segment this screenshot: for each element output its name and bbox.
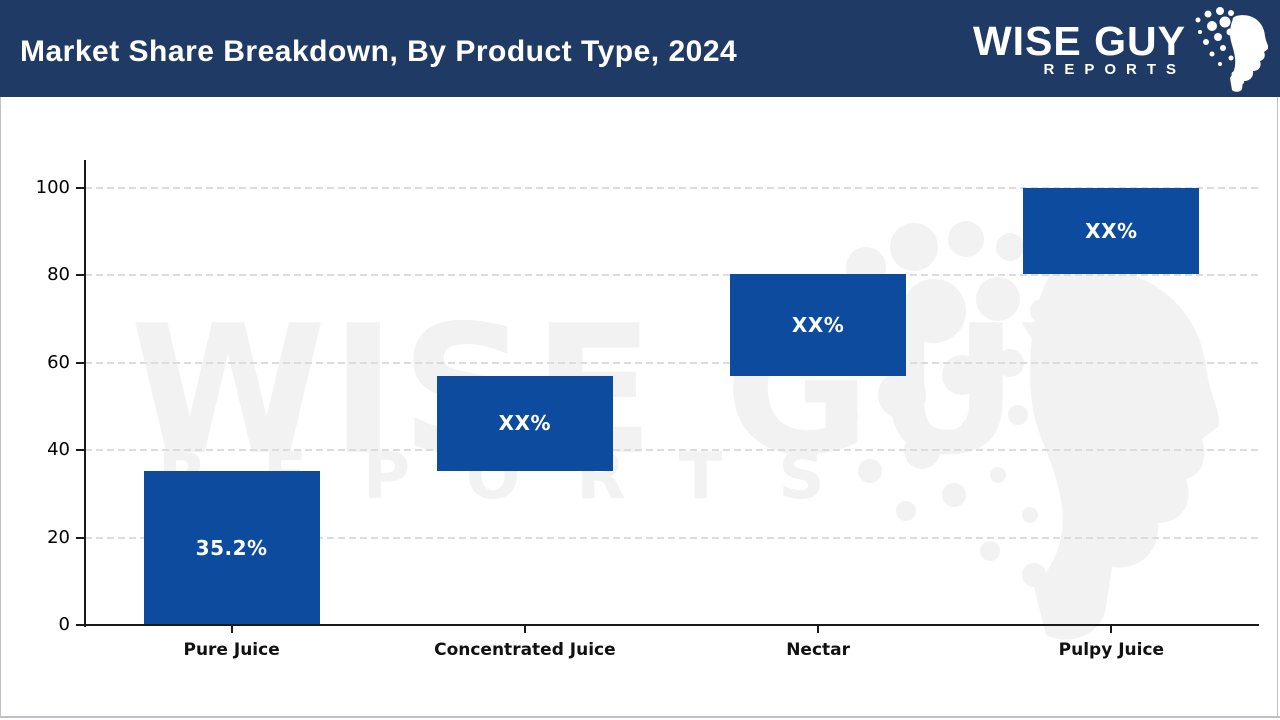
bar-nectar: XX% [730, 273, 907, 376]
bar-pure-juice: 35.2% [143, 471, 320, 625]
y-tick [76, 361, 84, 364]
y-axis-line [84, 160, 86, 627]
x-axis-label: Nectar [786, 640, 851, 660]
y-gridline [85, 186, 1258, 189]
brand-subname: REPORTS [1043, 61, 1186, 79]
bar-value-label: XX% [498, 411, 552, 436]
brand-logo: WISE GUY REPORTS [973, 5, 1268, 93]
bar-value-label: XX% [1085, 218, 1138, 243]
x-axis-line [84, 624, 1259, 626]
y-axis-tick-label: 100 [35, 176, 70, 198]
frame-bottom-border [0, 716, 1280, 718]
x-tick [523, 625, 526, 633]
y-axis-tick-label: 60 [47, 351, 70, 373]
x-axis-label: Concentrated Juice [434, 640, 616, 660]
frame-left-border [0, 97, 1, 717]
x-tick [230, 625, 233, 633]
y-tick [76, 186, 84, 189]
y-tick [76, 449, 84, 451]
x-tick [1110, 625, 1113, 633]
y-gridline [85, 536, 1258, 539]
x-axis-label: Pure Juice [183, 640, 280, 660]
x-axis-label: Pulpy Juice [1058, 640, 1165, 660]
watermark-head-icon [808, 221, 1219, 640]
y-axis-tick-label: 80 [47, 264, 70, 285]
brand-name: WISE GUY [972, 17, 1186, 64]
y-axis-tick-label: 20 [47, 526, 70, 548]
header-banner: Market Share Breakdown, By Product Type,… [0, 0, 1280, 97]
x-tick [817, 625, 820, 633]
brand-logo-text: WISE GUY REPORTS [972, 17, 1186, 79]
y-tick [76, 536, 84, 539]
bar-concentrated-juice: XX% [436, 375, 613, 471]
brand-head-icon [1195, 7, 1268, 92]
bar-pulpy-juice: XX% [1023, 187, 1200, 274]
y-gridline [85, 361, 1258, 364]
y-axis-tick-label: 0 [58, 614, 70, 635]
chart-title: Market Share Breakdown, By Product Type,… [20, 35, 738, 68]
y-tick [76, 274, 84, 276]
bar-value-label: XX% [791, 312, 845, 337]
y-tick [76, 624, 84, 626]
y-axis-tick-label: 40 [47, 439, 70, 460]
frame-right-border [1277, 97, 1278, 717]
y-gridline [85, 449, 1258, 451]
bar-value-label: 35.2% [195, 536, 268, 560]
y-gridline [85, 274, 1258, 276]
watermark-text: WISE GUY [130, 287, 1156, 494]
